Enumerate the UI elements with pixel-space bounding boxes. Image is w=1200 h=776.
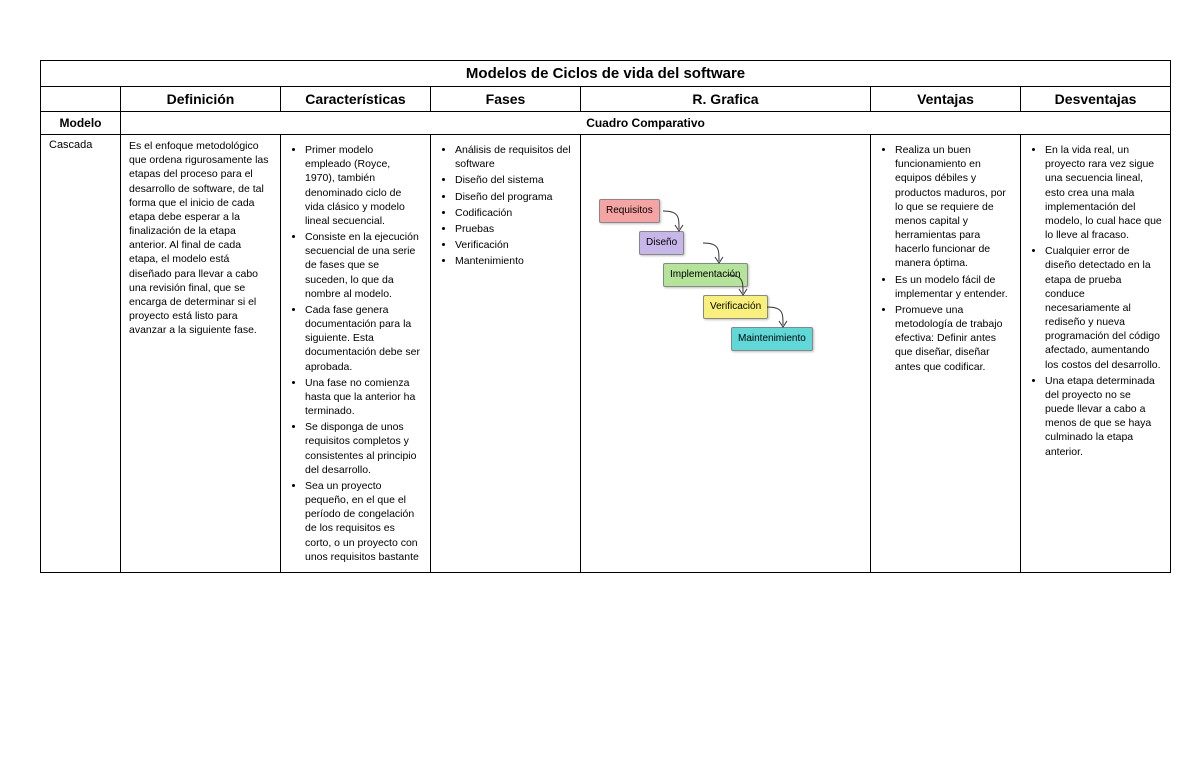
table-title: Modelos de Ciclos de vida del software [41, 61, 1171, 87]
comparativo-header: Cuadro Comparativo [121, 112, 1171, 135]
list-item: Realiza un buen funcionamiento en equipo… [895, 143, 1012, 271]
col-caracteristicas: Características [281, 87, 431, 112]
arrow-icon [765, 305, 793, 333]
list-item: Cada fase genera documentación para la s… [305, 303, 422, 374]
list-item: Diseño del sistema [455, 173, 572, 187]
cell-fases: Análisis de requisitos del software Diseñ… [431, 135, 581, 573]
list-item: Verificación [455, 238, 572, 252]
list-item: Se disponga de unos requisitos completos… [305, 420, 422, 477]
arrow-icon [661, 209, 689, 237]
list-item: Promueve una metodología de trabajo efec… [895, 303, 1012, 374]
list-item: Codificación [455, 206, 572, 220]
list-item: Primer modelo empleado (Royce, 1970), ta… [305, 143, 422, 228]
cell-definicion: Es el enfoque metodológico que ordena ri… [121, 135, 281, 573]
list-item: Una etapa determinada del proyecto no se… [1045, 374, 1162, 459]
table-row: Cascada Es el enfoque metodológico que o… [41, 135, 1171, 573]
arrow-icon [701, 241, 729, 269]
list-item: Es un modelo fácil de implementar y ente… [895, 273, 1012, 301]
cell-grafica: RequisitosDiseñoImplementaciónVerificaci… [581, 135, 871, 573]
col-ventajas: Ventajas [871, 87, 1021, 112]
col-grafica: R. Grafica [581, 87, 871, 112]
list-item: Mantenimiento [455, 254, 572, 268]
list-item: Diseño del programa [455, 190, 572, 204]
list-item: Consiste en la ejecución secuencial de u… [305, 230, 422, 301]
cell-model-name: Cascada [41, 135, 121, 573]
cell-caracteristicas: Primer modelo empleado (Royce, 1970), ta… [281, 135, 431, 573]
col-empty [41, 87, 121, 112]
list-item: Sea un proyecto pequeño, en el que el pe… [305, 479, 422, 564]
comparison-table: Modelos de Ciclos de vida del software D… [40, 60, 1171, 573]
list-item: Análisis de requisitos del software [455, 143, 572, 171]
col-definicion: Definición [121, 87, 281, 112]
modelo-header: Modelo [41, 112, 121, 135]
list-item: Pruebas [455, 222, 572, 236]
cell-ventajas: Realiza un buen funcionamiento en equipo… [871, 135, 1021, 573]
list-item: Cualquier error de diseño detectado en l… [1045, 244, 1162, 372]
list-item: Una fase no comienza hasta que la anteri… [305, 376, 422, 419]
diagram-step: Requisitos [599, 199, 660, 223]
waterfall-diagram: RequisitosDiseñoImplementaciónVerificaci… [589, 199, 862, 419]
arrow-icon [725, 273, 753, 301]
col-fases: Fases [431, 87, 581, 112]
list-item: En la vida real, un proyecto rara vez si… [1045, 143, 1162, 242]
cell-desventajas: En la vida real, un proyecto rara vez si… [1021, 135, 1171, 573]
col-desventajas: Desventajas [1021, 87, 1171, 112]
